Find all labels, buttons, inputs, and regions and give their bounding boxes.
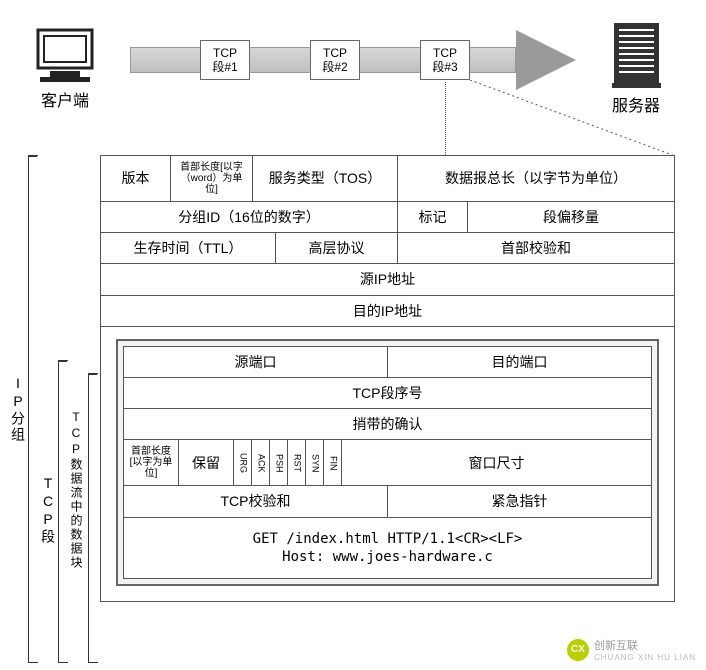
ip-src: 源IP地址 xyxy=(101,264,674,294)
client-label: 客户端 xyxy=(30,87,100,111)
ip-ttl: 生存时间（TTL） xyxy=(101,233,276,263)
tcp-urgp: 紧急指针 xyxy=(388,486,651,516)
tcp-header: 源端口 目的端口 TCP段序号 捎带的确认 首部长度[以字为单位] 保留 URG… xyxy=(123,346,652,579)
watermark-sub: CHUANG XIN HU LIAN xyxy=(594,653,696,662)
ip-row2: 分组ID（16位的数字） 标记 段偏移量 xyxy=(101,202,674,233)
ip-ihl: 首部长度[以字（word）为单位] xyxy=(171,156,253,201)
client-icon xyxy=(30,25,100,85)
connector-left xyxy=(445,82,446,157)
ip-row4: 源IP地址 xyxy=(101,264,674,295)
tcp-csum: TCP校验和 xyxy=(124,486,388,516)
tcp-dport: 目的端口 xyxy=(388,347,651,377)
tcp-hlen: 首部长度[以字为单位] xyxy=(124,440,179,485)
tcp-psh: PSH xyxy=(270,440,288,485)
bracket-ip xyxy=(28,155,38,663)
ip-total-length: 数据报总长（以字节为单位） xyxy=(398,156,674,201)
packet-diagram: IP分组 TCP段 TCP数据流中的数据块 版本 首部长度[以字（word）为单… xyxy=(100,155,675,602)
client: 客户端 xyxy=(30,25,100,111)
tcp-rsv: 保留 xyxy=(179,440,234,485)
tcp-segment-3: TCP段#3 xyxy=(420,40,470,80)
server: 服务器 xyxy=(596,20,676,116)
ip-header: 版本 首部长度[以字（word）为单位] 服务类型（TOS） 数据报总长（以字节… xyxy=(100,155,675,602)
ip-dst: 目的IP地址 xyxy=(101,296,674,326)
ip-frag: 段偏移量 xyxy=(468,202,674,232)
tcp-ack-flag: ACK xyxy=(252,440,270,485)
tcp-data: GET /index.html HTTP/1.1<CR><LF> Host: w… xyxy=(124,518,651,578)
tcp-win: 窗口尺寸 xyxy=(342,440,651,485)
arrow-head xyxy=(516,30,576,90)
tcp-segment-2: TCP段#2 xyxy=(310,40,360,80)
tcp-fin: FIN xyxy=(324,440,342,485)
arrow: TCP段#1 TCP段#2 TCP段#3 xyxy=(130,35,576,85)
server-label: 服务器 xyxy=(596,92,676,116)
tcp-rst: RST xyxy=(288,440,306,485)
bracket-tcp xyxy=(58,360,68,663)
ip-flags: 标记 xyxy=(398,202,468,232)
tcp-row3: 捎带的确认 xyxy=(124,409,651,440)
bracket-data xyxy=(88,373,98,663)
ip-row5: 目的IP地址 xyxy=(101,296,674,327)
ip-id: 分组ID（16位的数字） xyxy=(101,202,398,232)
ip-row1: 版本 首部长度[以字（word）为单位] 服务类型（TOS） 数据报总长（以字节… xyxy=(101,156,674,202)
tcp-sport: 源端口 xyxy=(124,347,388,377)
transmission-row: 客户端 TCP段#1 TCP段#2 TCP段#3 服务器 xyxy=(0,0,706,116)
tcp-data-row: GET /index.html HTTP/1.1<CR><LF> Host: w… xyxy=(124,518,651,578)
tcp-row2: TCP段序号 xyxy=(124,378,651,409)
bracket-tcp-label: TCP段 xyxy=(38,475,58,545)
tcp-syn: SYN xyxy=(306,440,324,485)
ip-proto: 高层协议 xyxy=(276,233,398,263)
server-icon xyxy=(609,20,664,90)
bracket-data-label: TCP数据流中的数据块 xyxy=(68,410,85,570)
tcp-urg: URG xyxy=(234,440,252,485)
tcp-row1: 源端口 目的端口 xyxy=(124,347,651,378)
tcp-block: 源端口 目的端口 TCP段序号 捎带的确认 首部长度[以字为单位] 保留 URG… xyxy=(116,339,659,586)
brackets: IP分组 TCP段 TCP数据流中的数据块 xyxy=(10,155,100,665)
tcp-seq: TCP段序号 xyxy=(124,378,651,408)
tcp-ack: 捎带的确认 xyxy=(124,409,651,439)
ip-checksum: 首部校验和 xyxy=(398,233,674,263)
bracket-ip-label: IP分组 xyxy=(8,375,28,443)
ip-tos: 服务类型（TOS） xyxy=(253,156,398,201)
watermark: CX 创新互联 CHUANG XIN HU LIAN xyxy=(567,637,696,662)
watermark-brand: 创新互联 xyxy=(594,637,696,653)
tcp-row4: 首部长度[以字为单位] 保留 URG ACK PSH RST SYN FIN 窗… xyxy=(124,440,651,486)
ip-row3: 生存时间（TTL） 高层协议 首部校验和 xyxy=(101,233,674,264)
ip-version: 版本 xyxy=(101,156,171,201)
tcp-row5: TCP校验和 紧急指针 xyxy=(124,486,651,517)
watermark-logo: CX xyxy=(567,639,589,661)
tcp-segment-1: TCP段#1 xyxy=(200,40,250,80)
